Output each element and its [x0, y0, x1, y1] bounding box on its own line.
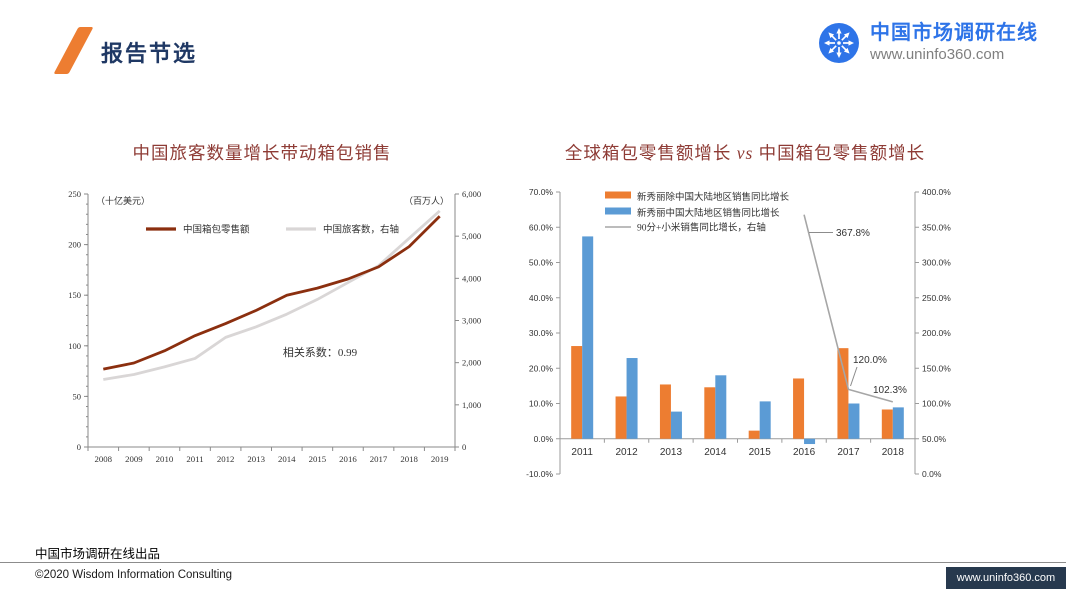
svg-text:100.0%: 100.0%: [922, 399, 951, 409]
tick-marks: [556, 191, 919, 475]
line-series-luggage-retail: [103, 215, 441, 371]
page-title: 报告节选: [101, 41, 198, 66]
svg-text:新秀丽除中国大陆地区销售同比增长: 新秀丽除中国大陆地区销售同比增长: [637, 191, 790, 203]
svg-text:2017: 2017: [837, 447, 860, 458]
svg-text:中国旅客数，右轴: 中国旅客数，右轴: [323, 224, 399, 236]
svg-text:（十亿美元）: （十亿美元）: [96, 195, 150, 206]
svg-text:中国箱包零售额: 中国箱包零售额: [183, 224, 250, 236]
svg-text:367.8%: 367.8%: [836, 228, 870, 239]
annotation-correlation: 相关系数：0.99: [283, 345, 358, 359]
svg-text:30.0%: 30.0%: [529, 328, 554, 338]
svg-text:2011: 2011: [186, 454, 203, 464]
svg-text:400.0%: 400.0%: [922, 187, 951, 197]
site-logo: 中国市场调研在线 www.uninfo360.com: [818, 22, 1038, 64]
svg-text:2018: 2018: [400, 454, 418, 464]
svg-text:0: 0: [77, 442, 81, 452]
bar-series-samsonite-ex-china: [571, 346, 893, 439]
svg-text:2016: 2016: [793, 447, 816, 458]
svg-text:2012: 2012: [615, 447, 638, 458]
svg-text:2016: 2016: [339, 454, 357, 464]
svg-text:102.3%: 102.3%: [873, 385, 907, 396]
svg-text:350.0%: 350.0%: [922, 222, 951, 232]
svg-text:150: 150: [68, 290, 81, 300]
header-accent-slash: [53, 27, 94, 74]
svg-text:1,000: 1,000: [462, 400, 481, 410]
footer-copyright: ©2020 Wisdom Information Consulting: [35, 569, 233, 581]
right-chart: -10.0% 0.0% 10.0% 20.0% 30.0% 40.0% 50.0% 60.0%…: [526, 187, 951, 479]
tick-marks: [84, 193, 459, 451]
svg-text:200: 200: [68, 240, 81, 250]
logo-spokes: [828, 32, 850, 54]
svg-text:-10.0%: -10.0%: [526, 469, 553, 479]
right-title-pre: 全球箱包零售额增长: [564, 143, 737, 163]
svg-text:新秀丽中国大陆地区销售同比增长: 新秀丽中国大陆地区销售同比增长: [637, 207, 780, 219]
svg-text:2014: 2014: [278, 454, 296, 464]
right-title-post: 中国箱包零售额增长: [753, 143, 926, 163]
tick-labels: 0 50 100 150 200 250 0 1,000 2,000 3,000 4,000 5,00…: [68, 189, 481, 464]
svg-text:150.0%: 150.0%: [922, 363, 951, 373]
tick-labels: -10.0% 0.0% 10.0% 20.0% 30.0% 40.0% 50.0% 60.0%…: [526, 187, 951, 479]
right-title-vs: vs: [736, 143, 754, 163]
legend: 中国箱包零售额 中国旅客数，右轴: [146, 224, 399, 236]
footer-producer: 中国市场调研在线出品: [35, 547, 161, 561]
svg-text:2013: 2013: [660, 447, 683, 458]
right-chart-title: 全球箱包零售额增长 vs 中国箱包零售额增长: [505, 140, 985, 165]
svg-text:2015: 2015: [749, 447, 772, 458]
svg-text:90分+小米销售同比增长，右轴: 90分+小米销售同比增长，右轴: [637, 222, 766, 234]
svg-text:40.0%: 40.0%: [529, 293, 554, 303]
svg-text:6,000: 6,000: [462, 189, 481, 199]
svg-text:100: 100: [68, 341, 81, 351]
svg-text:250.0%: 250.0%: [922, 293, 951, 303]
svg-text:0.0%: 0.0%: [922, 469, 942, 479]
svg-text:250: 250: [68, 189, 81, 199]
svg-text:（百万人）: （百万人）: [404, 196, 449, 206]
svg-text:2013: 2013: [247, 454, 265, 464]
logo-compass-icon: [819, 23, 859, 63]
right-chart-panel: 全球箱包零售额增长 vs 中国箱包零售额增长 -10.0% 0.0% 10.0% 20…: [505, 140, 985, 489]
svg-text:200.0%: 200.0%: [922, 328, 951, 338]
svg-text:2014: 2014: [704, 447, 727, 458]
svg-text:0: 0: [462, 442, 466, 452]
left-chart: 0 50 100 150 200 250 0 1,000 2,000 3,000 4,000 5,00…: [68, 189, 481, 464]
svg-text:50.0%: 50.0%: [922, 434, 947, 444]
svg-text:2019: 2019: [431, 454, 449, 464]
svg-text:2008: 2008: [94, 454, 112, 464]
svg-text:10.0%: 10.0%: [529, 399, 554, 409]
svg-text:50: 50: [73, 391, 82, 401]
bar-series-samsonite-china: [582, 236, 904, 445]
svg-text:4,000: 4,000: [462, 273, 481, 283]
left-chart-title: 中国旅客数量增长带动箱包销售: [132, 143, 392, 163]
svg-text:2015: 2015: [309, 454, 327, 464]
logo-name: 中国市场调研在线: [870, 22, 1038, 44]
svg-text:2,000: 2,000: [462, 358, 481, 368]
svg-text:120.0%: 120.0%: [853, 355, 887, 366]
svg-text:60.0%: 60.0%: [529, 222, 554, 232]
footer-url-badge: www.uninfo360.com: [946, 567, 1066, 589]
annotations: 367.8% 120.0% 102.3%: [809, 228, 907, 396]
line-series-90fen-xiaomi: [803, 214, 894, 403]
svg-text:相关系数：0.99: 相关系数：0.99: [283, 345, 358, 359]
logo-url: www.uninfo360.com: [870, 46, 1005, 63]
svg-text:3,000: 3,000: [462, 316, 481, 326]
svg-text:2011: 2011: [571, 447, 593, 458]
svg-text:2012: 2012: [217, 454, 235, 464]
svg-text:0.0%: 0.0%: [534, 434, 554, 444]
svg-text:2018: 2018: [882, 447, 905, 458]
left-chart-panel: 中国旅客数量增长带动箱包销售 0 50 100 150 200 250 0 1,000 2,00…: [28, 140, 496, 479]
line-series-travelers: [103, 209, 441, 381]
svg-text:2010: 2010: [156, 454, 174, 464]
svg-text:20.0%: 20.0%: [529, 363, 554, 373]
svg-text:2009: 2009: [125, 454, 143, 464]
svg-text:50.0%: 50.0%: [529, 258, 554, 268]
svg-text:70.0%: 70.0%: [529, 187, 554, 197]
svg-text:5,000: 5,000: [462, 231, 481, 241]
svg-text:300.0%: 300.0%: [922, 258, 951, 268]
svg-text:2017: 2017: [370, 454, 388, 464]
footer-divider: [0, 562, 1066, 563]
logo-arrowheads: [824, 28, 854, 58]
